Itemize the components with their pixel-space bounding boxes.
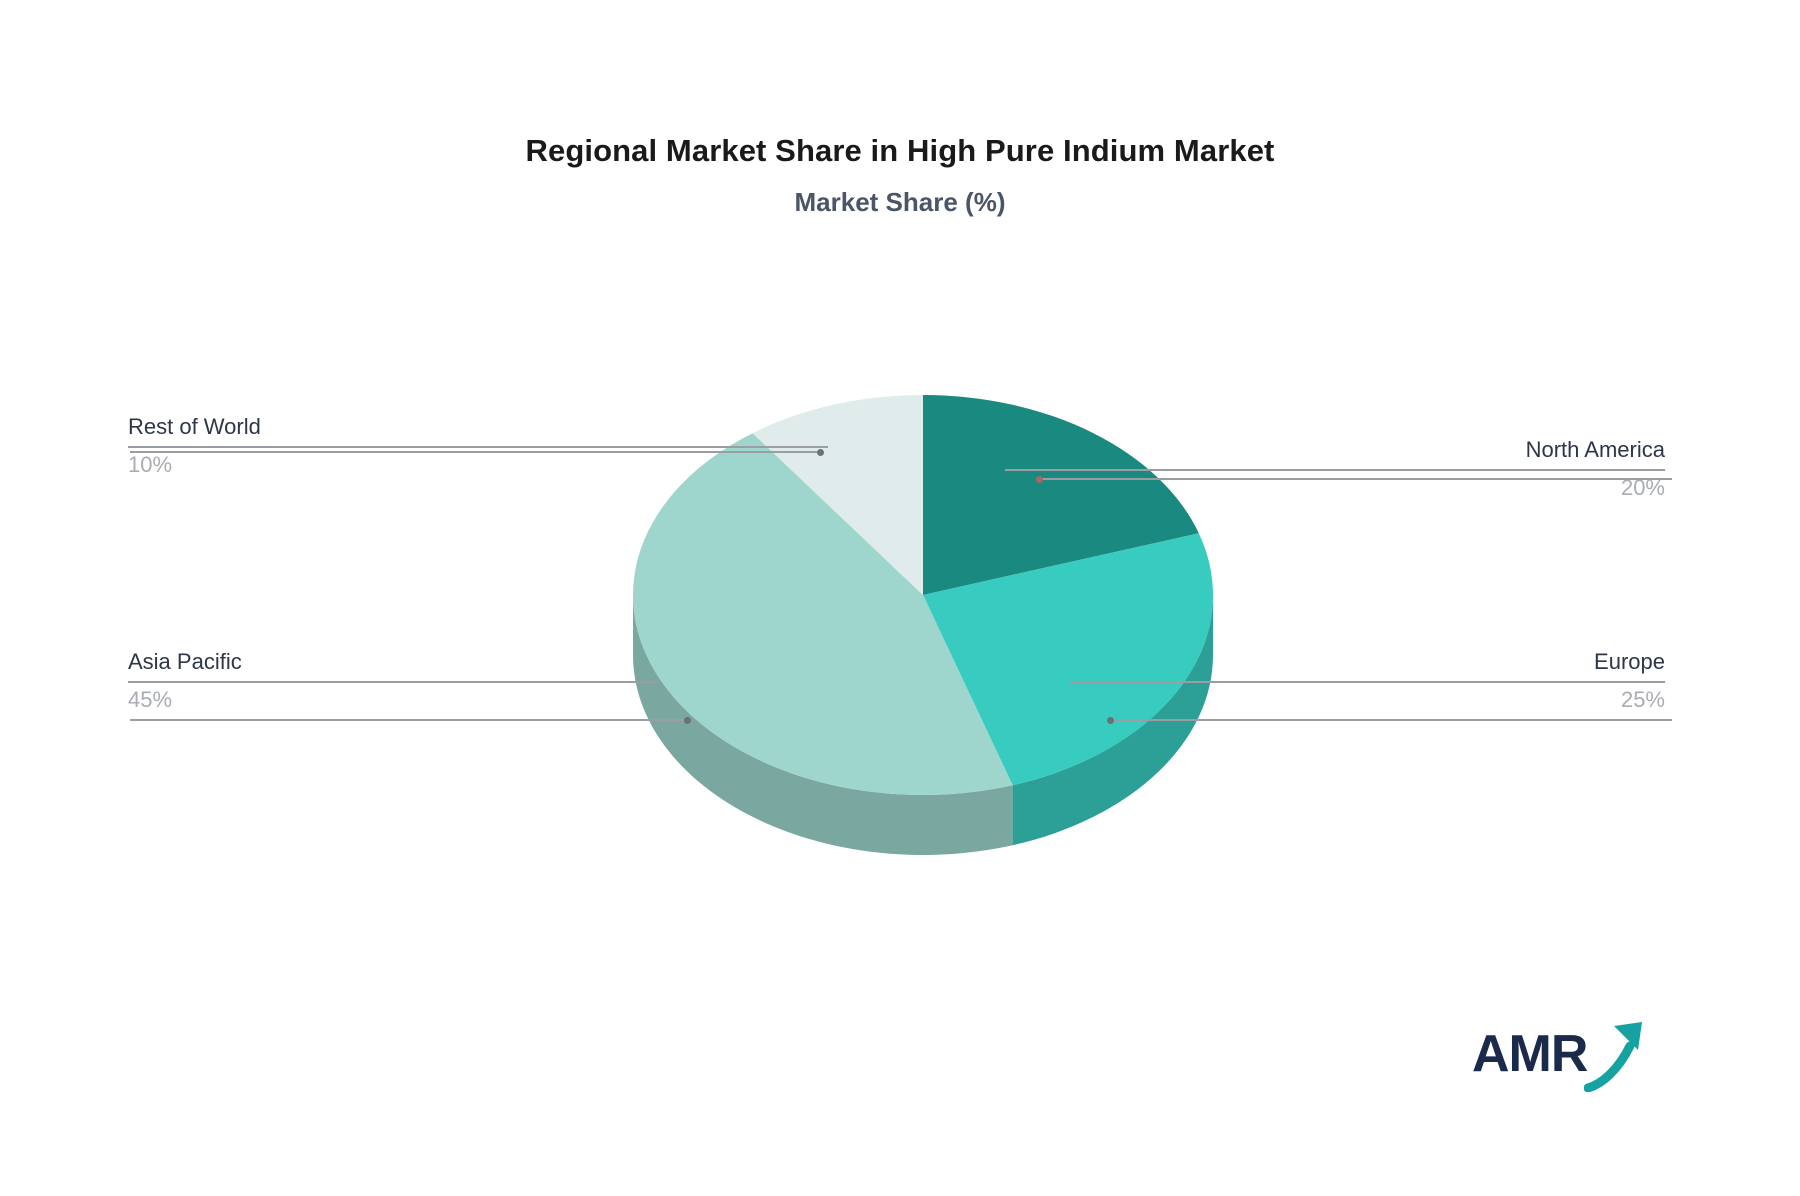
callout-rule-north-america <box>1005 469 1665 471</box>
pie-slice-asia-pacific <box>632 433 1013 795</box>
growth-arrow-icon <box>1584 1022 1642 1092</box>
pie-slice-europe <box>923 533 1213 786</box>
pie-depth-asia-pacific <box>633 595 1013 855</box>
leader-dot-rest-of-world <box>817 449 824 456</box>
callout-rest-of-world: Rest of World 10% <box>128 412 828 480</box>
pie-slice-rest-of-world <box>752 395 923 595</box>
callout-value-north-america: 20% <box>1620 475 1665 500</box>
callout-value-asia-pacific: 45% <box>128 687 173 712</box>
callout-label-asia-pacific: Asia Pacific <box>128 649 242 674</box>
pie-slice-north-america <box>923 395 1199 595</box>
pie-depth <box>633 595 1213 855</box>
amr-logo-text: AMR <box>1472 1025 1588 1083</box>
callout-rule-asia-pacific <box>128 681 658 683</box>
leader-dot-europe <box>1107 717 1114 724</box>
callout-value-europe: 25% <box>1620 687 1665 712</box>
chart-subtitle: Market Share (%) <box>794 187 1006 217</box>
amr-logo: AMR <box>1472 1018 1652 1096</box>
callout-asia-pacific: Asia Pacific 45% <box>128 647 658 715</box>
callout-value-rest-of-world: 10% <box>128 452 173 477</box>
chart-title: Regional Market Share in High Pure Indiu… <box>525 133 1275 168</box>
callout-north-america: North America 20% <box>1005 435 1665 503</box>
callout-label-rest-of-world: Rest of World <box>128 414 261 439</box>
pie-chart <box>575 365 1235 965</box>
pie-depth-europe <box>1012 595 1213 846</box>
callout-label-europe: Europe <box>1594 649 1665 674</box>
callout-rule-europe <box>1070 681 1665 683</box>
leader-dot-asia-pacific <box>684 717 691 724</box>
pie-slices <box>632 395 1213 795</box>
callout-rule-rest-of-world <box>128 446 828 448</box>
leader-dot-north-america <box>1036 476 1043 483</box>
callout-label-north-america: North America <box>1525 437 1665 462</box>
callout-europe: Europe 25% <box>1070 647 1665 715</box>
